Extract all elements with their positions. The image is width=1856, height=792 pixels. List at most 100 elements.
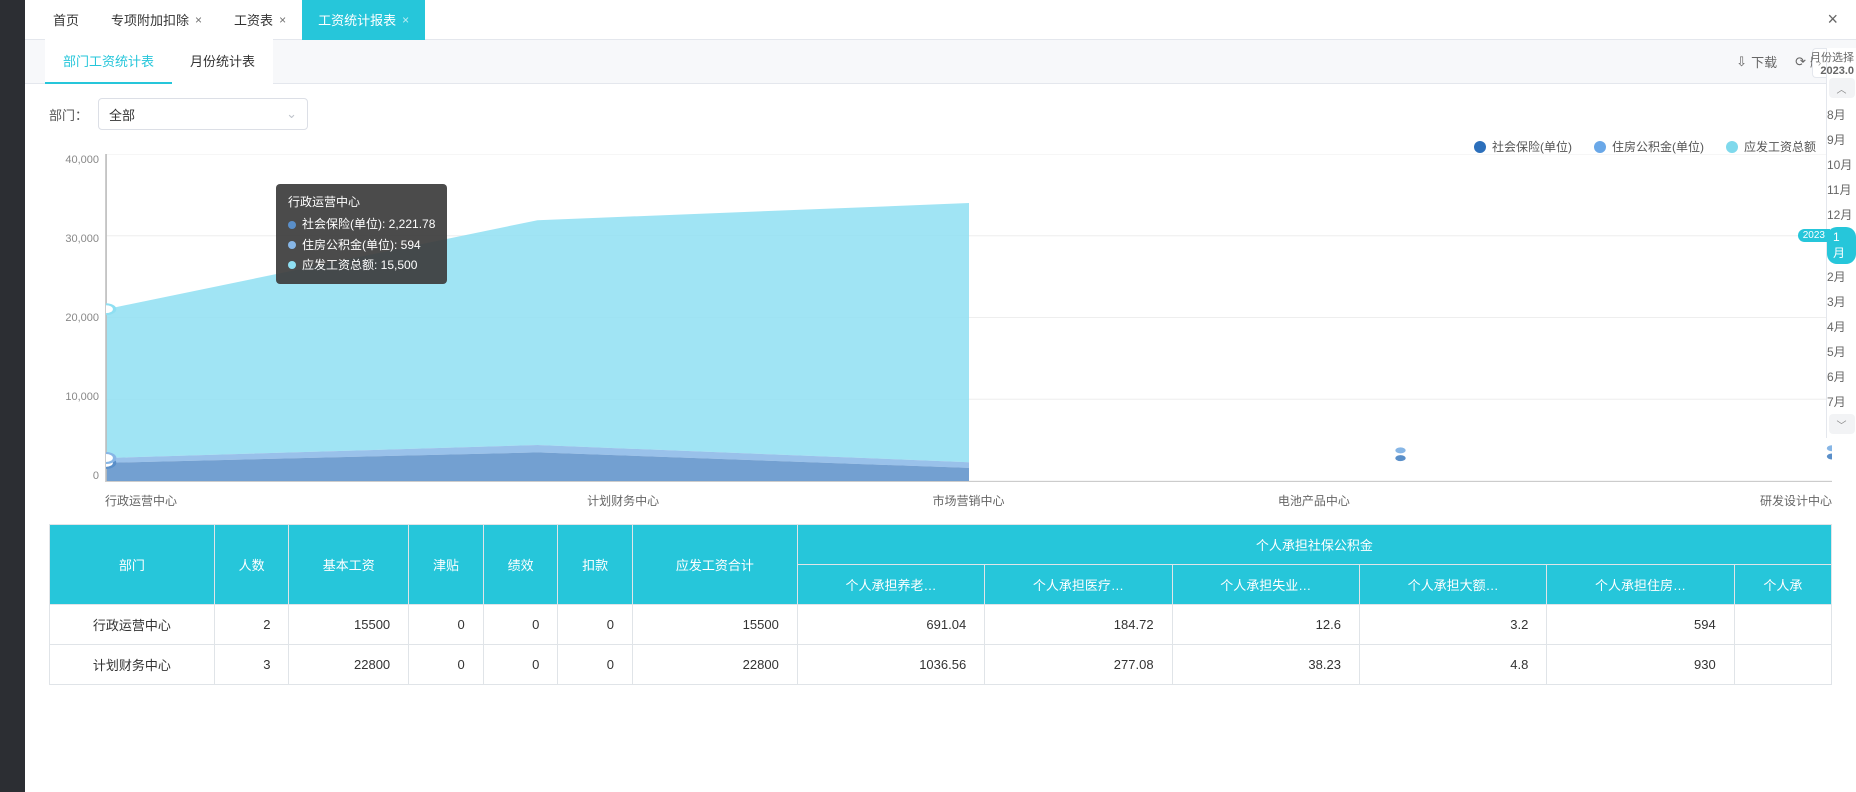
month-next-button[interactable]: ﹀ <box>1829 414 1855 434</box>
month-option[interactable]: 2月 <box>1827 264 1856 289</box>
table-header: 津贴 <box>409 525 484 605</box>
month-option[interactable]: 12月 <box>1827 202 1856 227</box>
y-tick: 20,000 <box>65 312 99 324</box>
month-option[interactable]: 7月 <box>1827 389 1856 414</box>
chart-y-axis: 40,00030,00020,00010,0000 <box>49 154 105 482</box>
table-cell: 1036.56 <box>797 645 984 685</box>
subtab-dept-report[interactable]: 部门工资统计表 <box>45 39 172 84</box>
table-header: 个人承担养老… <box>797 565 984 605</box>
table-cell: 594 <box>1547 605 1734 645</box>
download-label: 下载 <box>1751 52 1777 71</box>
x-tick: 行政运营中心 <box>105 492 450 514</box>
x-tick: 计划财务中心 <box>450 492 795 514</box>
table-cell: 计划财务中心 <box>50 645 215 685</box>
legend-dot-icon <box>1594 141 1606 153</box>
table-cell: 0 <box>409 605 484 645</box>
table-cell: 0 <box>483 605 558 645</box>
table-header: 扣款 <box>558 525 633 605</box>
dept-select[interactable]: 全部 ⌄ <box>98 98 308 130</box>
month-prev-button[interactable]: ︿ <box>1829 78 1855 98</box>
download-icon: ⇩ <box>1736 54 1747 70</box>
table-cell: 15500 <box>289 605 409 645</box>
data-table-wrap: 部门人数基本工资津贴绩效扣款应发工资合计个人承担社保公积金 个人承担养老…个人承… <box>25 514 1856 685</box>
chevron-down-icon: ⌄ <box>286 106 297 122</box>
legend-item[interactable]: 社会保险(单位) <box>1474 138 1572 155</box>
month-option[interactable]: 11月 <box>1827 177 1856 202</box>
table-cell: 15500 <box>632 605 797 645</box>
table-header: 应发工资合计 <box>632 525 797 605</box>
month-panel: 月份选择 2023.0 ︿ 8月9月10月11月12月1月20232月3月4月5… <box>1826 48 1856 438</box>
table-cell: 行政运营中心 <box>50 605 215 645</box>
table-header: 部门 <box>50 525 215 605</box>
table-cell: 0 <box>409 645 484 685</box>
select-value: 全部 <box>109 105 135 124</box>
subtabs-bar: 部门工资统计表 月份统计表 ⇩ 下载 ⟳ 刷新 <box>25 40 1856 84</box>
month-option[interactable]: 8月 <box>1827 102 1856 127</box>
legend-item[interactable]: 应发工资总额 <box>1726 138 1816 155</box>
tab-label: 专项附加扣除 <box>111 10 189 29</box>
legend-label: 社会保险(单位) <box>1492 138 1572 155</box>
table-header: 基本工资 <box>289 525 409 605</box>
x-tick: 市场营销中心 <box>796 492 1141 514</box>
table-header: 个人承担住房… <box>1547 565 1734 605</box>
tab-label: 首页 <box>53 10 79 29</box>
legend-label: 应发工资总额 <box>1744 138 1816 155</box>
tab-label: 工资统计报表 <box>318 10 396 29</box>
table-cell <box>1734 645 1831 685</box>
month-option[interactable]: 3月 <box>1827 289 1856 314</box>
y-tick: 10,000 <box>65 391 99 403</box>
table-cell: 691.04 <box>797 605 984 645</box>
month-panel-header: 月份选择 2023.0 <box>1810 52 1854 78</box>
page-tabs: 首页 专项附加扣除 × 工资表× 工资统计报表 × × <box>25 0 1856 40</box>
table-cell: 930 <box>1547 645 1734 685</box>
y-tick: 40,000 <box>65 154 99 166</box>
table-cell: 12.6 <box>1172 605 1359 645</box>
legend-label: 住房公积金(单位) <box>1612 138 1704 155</box>
table-cell: 0 <box>483 645 558 685</box>
month-option[interactable]: 9月 <box>1827 127 1856 152</box>
chart-container: 社会保险(单位)住房公积金(单位)应发工资总额 40,00030,00020,0… <box>25 144 1856 514</box>
year-badge: 2023 <box>1798 229 1830 242</box>
refresh-icon: ⟳ <box>1795 54 1806 70</box>
salary-table: 部门人数基本工资津贴绩效扣款应发工资合计个人承担社保公积金 个人承担养老…个人承… <box>49 524 1832 685</box>
table-header: 个人承 <box>1734 565 1831 605</box>
chart-svg <box>106 154 1832 481</box>
table-cell: 277.08 <box>985 645 1172 685</box>
table-row[interactable]: 行政运营中心21550000015500691.04184.7212.63.25… <box>50 605 1832 645</box>
filter-row: 部门： 全部 ⌄ <box>25 84 1856 144</box>
table-cell: 3 <box>214 645 289 685</box>
close-icon[interactable]: × <box>402 13 409 27</box>
table-row[interactable]: 计划财务中心322800000228001036.56277.0838.234.… <box>50 645 1832 685</box>
chart-plot-area[interactable]: 行政运营中心 社会保险(单位): 2,221.78住房公积金(单位): 594应… <box>105 154 1832 482</box>
table-cell: 4.8 <box>1359 645 1546 685</box>
table-header-group: 个人承担社保公积金 <box>797 525 1831 565</box>
close-icon[interactable]: × <box>195 13 202 27</box>
month-option[interactable]: 10月 <box>1827 152 1856 177</box>
tab-special-deduction[interactable]: 专项附加扣除 × <box>95 0 218 40</box>
tab-home[interactable]: 首页 <box>37 0 95 40</box>
legend-item[interactable]: 住房公积金(单位) <box>1594 138 1704 155</box>
legend-dot-icon <box>1474 141 1486 153</box>
subtab-month-report[interactable]: 月份统计表 <box>172 39 273 84</box>
y-tick: 30,000 <box>65 233 99 245</box>
table-cell: 3.2 <box>1359 605 1546 645</box>
tab-salary-report[interactable]: 工资统计报表 × <box>302 0 425 40</box>
table-cell: 22800 <box>289 645 409 685</box>
table-header: 个人承担失业… <box>1172 565 1359 605</box>
month-option[interactable]: 1月 <box>1827 227 1856 264</box>
tab-salary-sheet[interactable]: 工资表× <box>218 0 302 40</box>
month-option[interactable]: 6月 <box>1827 364 1856 389</box>
table-cell: 184.72 <box>985 605 1172 645</box>
close-all-button[interactable]: × <box>1809 9 1856 30</box>
month-option[interactable]: 4月 <box>1827 314 1856 339</box>
month-option[interactable]: 5月 <box>1827 339 1856 364</box>
chart-legend: 社会保险(单位) 住房公积金(单位) 应发工资总额 <box>1474 138 1816 155</box>
download-button[interactable]: ⇩ 下载 <box>1736 52 1777 71</box>
left-nav-rail <box>0 0 25 792</box>
table-header: 人数 <box>214 525 289 605</box>
table-cell: 0 <box>558 645 633 685</box>
table-header: 个人承担医疗… <box>985 565 1172 605</box>
table-cell <box>1734 605 1831 645</box>
filter-label: 部门： <box>49 105 88 124</box>
close-icon[interactable]: × <box>279 13 286 27</box>
